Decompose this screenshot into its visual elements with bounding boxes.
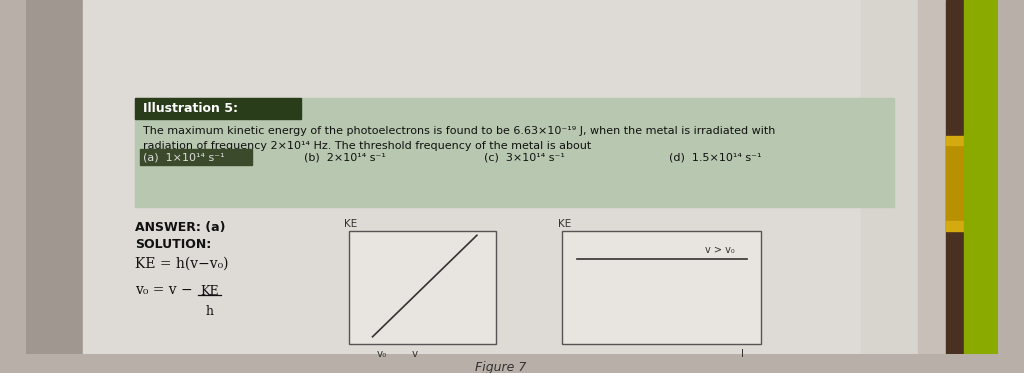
Bar — [918, 0, 946, 354]
Bar — [135, 98, 894, 207]
Text: SOLUTION:: SOLUTION: — [135, 238, 212, 251]
Text: Illustration 5:: Illustration 5: — [143, 102, 238, 115]
Text: KE: KE — [557, 219, 570, 229]
Text: v₀: v₀ — [377, 349, 387, 359]
Bar — [135, 98, 301, 119]
Text: I: I — [741, 349, 744, 359]
Bar — [946, 221, 966, 231]
Text: radiation of frequency 2×10¹⁴ Hz. The threshold frequency of the metal is about: radiation of frequency 2×10¹⁴ Hz. The th… — [143, 141, 591, 151]
Text: v: v — [413, 349, 418, 359]
Bar — [83, 0, 861, 354]
Text: (b)  2×10¹⁴ s⁻¹: (b) 2×10¹⁴ s⁻¹ — [304, 153, 386, 163]
Text: KE: KE — [344, 219, 357, 229]
Bar — [349, 231, 496, 344]
Text: v > v₀: v > v₀ — [705, 245, 734, 255]
Bar — [562, 231, 762, 344]
Bar — [861, 0, 918, 354]
Text: (c)  3×10¹⁴ s⁻¹: (c) 3×10¹⁴ s⁻¹ — [484, 153, 565, 163]
Text: Figure 7: Figure 7 — [475, 361, 526, 373]
Text: KE = h(v−v₀): KE = h(v−v₀) — [135, 257, 229, 271]
Bar — [964, 0, 997, 354]
Text: h: h — [206, 305, 214, 319]
Bar — [140, 149, 252, 165]
Text: ANSWER: (a): ANSWER: (a) — [135, 221, 226, 234]
Bar — [27, 0, 83, 354]
Text: (d)  1.5×10¹⁴ s⁻¹: (d) 1.5×10¹⁴ s⁻¹ — [670, 153, 762, 163]
Text: (a)  1×10¹⁴ s⁻¹: (a) 1×10¹⁴ s⁻¹ — [143, 153, 224, 163]
Text: v₀ = v −: v₀ = v − — [135, 283, 193, 297]
Text: The maximum kinetic energy of the photoelectrons is found to be 6.63×10⁻¹⁹ J, wh: The maximum kinetic energy of the photoe… — [143, 126, 775, 136]
Bar — [946, 136, 966, 145]
Text: KE: KE — [200, 285, 218, 298]
Bar — [946, 0, 997, 354]
Bar — [946, 145, 966, 221]
